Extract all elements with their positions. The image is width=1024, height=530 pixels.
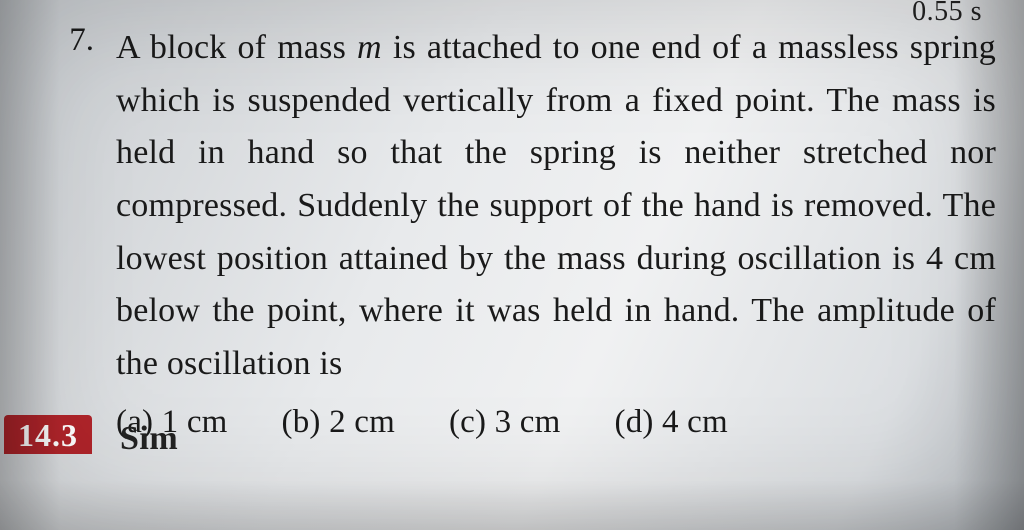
- option-d: (d) 4 cm: [615, 397, 728, 448]
- option-c: (c) 3 cm: [449, 397, 561, 448]
- question-number: 7.: [38, 22, 116, 59]
- options-row: (a) 1 cm (b) 2 cm (c) 3 cm (d) 4 cm: [116, 397, 996, 448]
- section-heading-fragment: Sim: [120, 420, 178, 458]
- section-number-box: 14.3: [4, 415, 92, 454]
- question-text-part2: is attached to one end of a massless spr…: [116, 29, 996, 382]
- option-b: (b) 2 cm: [282, 397, 395, 448]
- question-text-part1: A block of mass: [116, 29, 357, 66]
- question-row: 7. A block of mass m is attached to one …: [38, 0, 996, 448]
- page-shadow-bottom: [0, 480, 1024, 530]
- question-body: A block of mass m is attached to one end…: [116, 22, 996, 448]
- variable-m: m: [357, 29, 382, 66]
- textbook-page: 0.55 s 7. A block of mass m is attached …: [0, 0, 1024, 448]
- prev-answer-fragment: 0.55 s: [912, 0, 982, 28]
